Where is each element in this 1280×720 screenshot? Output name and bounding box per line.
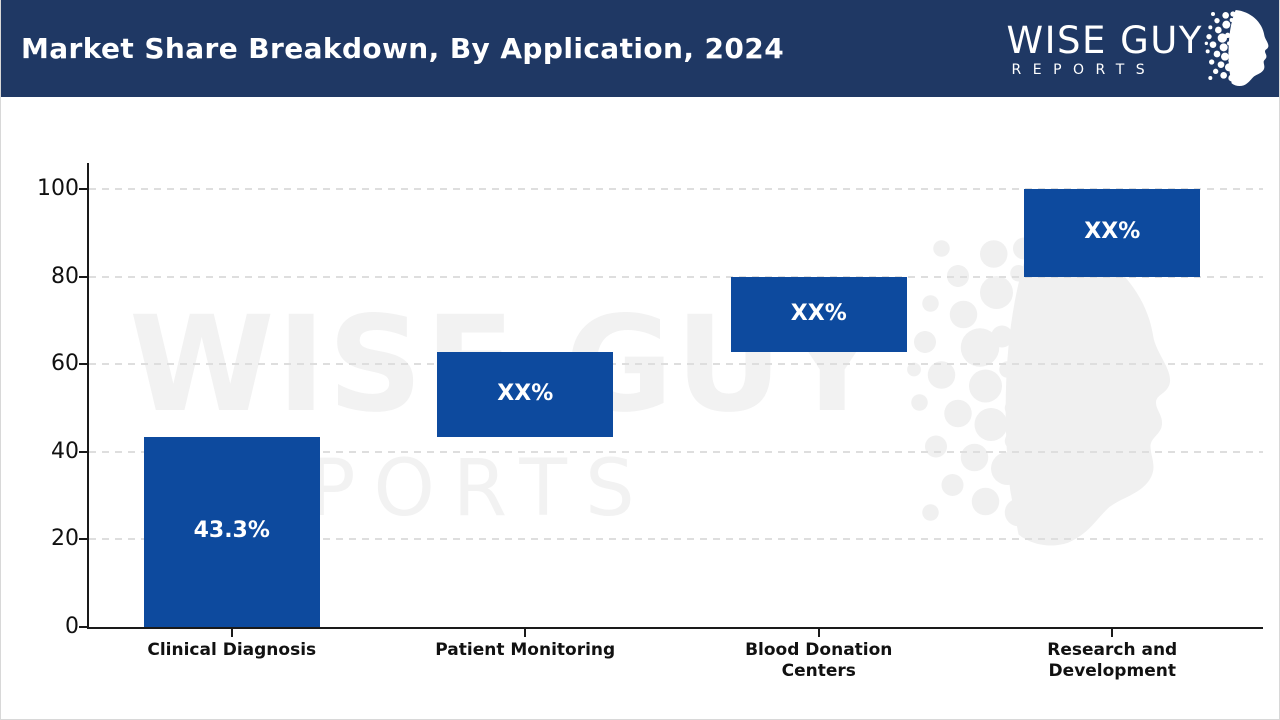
x-tick	[1111, 629, 1114, 637]
y-tick-label: 100	[37, 176, 79, 201]
y-gridline	[89, 188, 1263, 190]
x-axis-category-label: Patient Monitoring	[435, 640, 616, 660]
chart-title: Market Share Breakdown, By Application, …	[21, 32, 785, 65]
logo-face-icon	[1204, 10, 1269, 86]
x-axis-line	[87, 627, 1263, 629]
y-tick-label: 60	[51, 351, 79, 377]
y-gridline	[89, 538, 1263, 541]
bar	[730, 277, 907, 352]
logo-wordmark: WISE GUY	[1006, 18, 1203, 62]
y-tick	[79, 188, 88, 190]
y-tick	[79, 363, 88, 366]
bar-value-label: 43.3%	[193, 518, 270, 544]
y-tick-label: 80	[51, 263, 79, 289]
x-tick	[524, 629, 527, 637]
header-bar: Market Share Breakdown, By Application, …	[1, 0, 1279, 97]
x-axis-category-label: Clinical Diagnosis	[147, 640, 317, 660]
y-axis-line	[87, 163, 89, 629]
y-tick	[79, 450, 88, 453]
x-axis-category-label: Research and Development	[1047, 640, 1178, 682]
logo-subtext: REPORTS	[1011, 62, 1157, 79]
x-tick	[817, 629, 820, 637]
bar	[143, 437, 320, 627]
wiseguy-logo: WISE GUY REPORTS	[1007, 6, 1273, 94]
y-tick	[79, 538, 88, 541]
bar-value-label: XX%	[790, 300, 847, 326]
x-tick	[230, 629, 233, 637]
bar-value-label: XX%	[1084, 219, 1141, 245]
x-axis-category-label: Blood Donation Centers	[745, 640, 893, 682]
bar-value-label: XX%	[497, 380, 554, 406]
y-gridline	[89, 450, 1263, 453]
y-gridline	[89, 363, 1263, 366]
y-tick-label: 40	[51, 438, 79, 464]
y-tick-label: 0	[65, 614, 79, 639]
y-tick-label: 20	[51, 526, 79, 552]
bar	[437, 351, 614, 438]
y-tick	[79, 626, 88, 628]
y-gridline	[89, 275, 1263, 278]
y-tick	[79, 275, 88, 278]
logo-text: WISE GUY REPORTS	[1006, 18, 1203, 79]
